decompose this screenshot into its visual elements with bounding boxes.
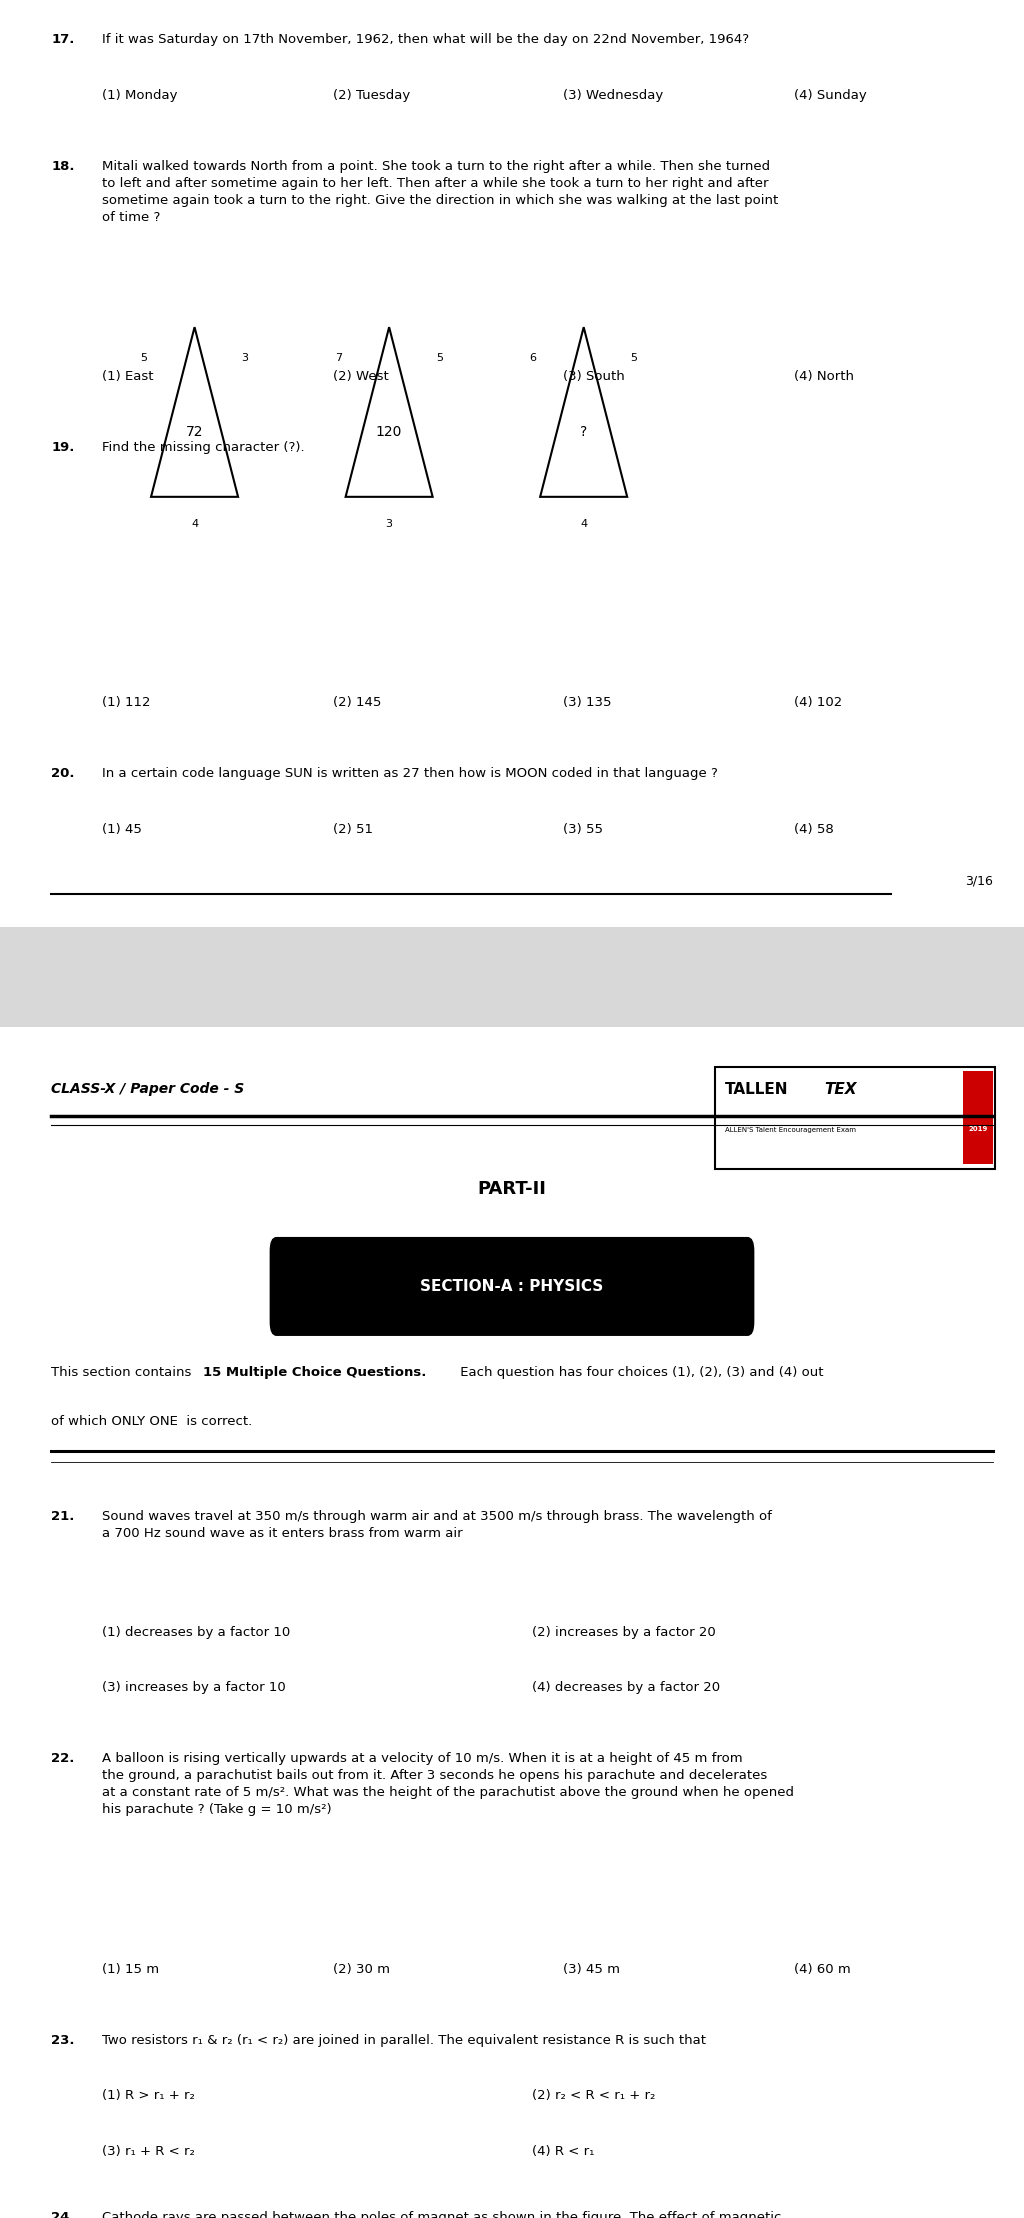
Text: (2) 145: (2) 145	[333, 696, 381, 710]
Bar	[963, 1071, 993, 1164]
Text: 4: 4	[581, 519, 587, 530]
FancyBboxPatch shape	[715, 1067, 995, 1169]
Text: (4) 60 m: (4) 60 m	[794, 1963, 850, 1976]
Text: ALLEN'S Talent Encouragement Exam: ALLEN'S Talent Encouragement Exam	[725, 1127, 856, 1133]
Text: (2) 51: (2) 51	[333, 823, 373, 836]
Text: (4) North: (4) North	[794, 370, 854, 384]
Text: (2) Tuesday: (2) Tuesday	[333, 89, 410, 102]
Text: (1) R > r₁ + r₂: (1) R > r₁ + r₂	[102, 2089, 196, 2103]
Text: 3: 3	[386, 519, 392, 530]
Text: 23.: 23.	[51, 2034, 75, 2047]
Text: (1) East: (1) East	[102, 370, 154, 384]
FancyBboxPatch shape	[270, 1238, 754, 1335]
Text: Cathode rays are passed between the poles of magnet as shown in the figure. The : Cathode rays are passed between the pole…	[102, 2211, 781, 2218]
Text: 22.: 22.	[51, 1752, 75, 1766]
Text: 5: 5	[436, 353, 443, 364]
Text: This section contains: This section contains	[51, 1366, 196, 1380]
Bar	[0, 927, 1024, 1027]
Text: 24.: 24.	[51, 2211, 75, 2218]
Text: (1) 112: (1) 112	[102, 696, 151, 710]
Text: 2019: 2019	[969, 1127, 987, 1131]
Text: SECTION-A : PHYSICS: SECTION-A : PHYSICS	[421, 1280, 603, 1293]
Text: (2) 30 m: (2) 30 m	[333, 1963, 390, 1976]
Text: (4) 58: (4) 58	[794, 823, 834, 836]
Text: (1) 45: (1) 45	[102, 823, 142, 836]
Text: 6: 6	[529, 353, 537, 364]
Text: Two resistors r₁ & r₂ (r₁ < r₂) are joined in parallel. The equivalent resistanc: Two resistors r₁ & r₂ (r₁ < r₂) are join…	[102, 2034, 707, 2047]
Text: CLASS-X / Paper Code - S: CLASS-X / Paper Code - S	[51, 1082, 245, 1096]
Text: (3) Wednesday: (3) Wednesday	[563, 89, 664, 102]
Text: 19.: 19.	[51, 441, 75, 455]
Text: In a certain code language SUN is written as 27 then how is MOON coded in that l: In a certain code language SUN is writte…	[102, 767, 718, 781]
Text: 120: 120	[376, 426, 402, 439]
Text: (1) decreases by a factor 10: (1) decreases by a factor 10	[102, 1626, 291, 1639]
Text: A balloon is rising vertically upwards at a velocity of 10 m/s. When it is at a : A balloon is rising vertically upwards a…	[102, 1752, 795, 1817]
Text: 5: 5	[140, 353, 147, 364]
Text: (3) 135: (3) 135	[563, 696, 611, 710]
Text: (2) West: (2) West	[333, 370, 388, 384]
Text: PART-II: PART-II	[477, 1180, 547, 1198]
Text: of which ONLY ONE  is correct.: of which ONLY ONE is correct.	[51, 1415, 253, 1428]
Text: TALLEN: TALLEN	[725, 1082, 788, 1098]
Text: (1) Monday: (1) Monday	[102, 89, 178, 102]
Text: 20.: 20.	[51, 767, 75, 781]
Text: 3/16: 3/16	[966, 874, 993, 887]
Text: (4) 102: (4) 102	[794, 696, 842, 710]
Text: Find the missing character (?).: Find the missing character (?).	[102, 441, 305, 455]
Text: 4: 4	[191, 519, 198, 530]
Text: (4) decreases by a factor 20: (4) decreases by a factor 20	[532, 1681, 721, 1695]
Text: (2) increases by a factor 20: (2) increases by a factor 20	[532, 1626, 716, 1639]
Text: (4) Sunday: (4) Sunday	[794, 89, 866, 102]
Text: 3: 3	[242, 353, 249, 364]
Text: 17.: 17.	[51, 33, 75, 47]
Text: 7: 7	[335, 353, 342, 364]
Text: (1) 15 m: (1) 15 m	[102, 1963, 160, 1976]
Text: Each question has four choices (1), (2), (3) and (4) out: Each question has four choices (1), (2),…	[456, 1366, 823, 1380]
Text: TEX: TEX	[824, 1082, 857, 1098]
Text: (3) r₁ + R < r₂: (3) r₁ + R < r₂	[102, 2145, 196, 2158]
Text: Sound waves travel at 350 m/s through warm air and at 3500 m/s through brass. Th: Sound waves travel at 350 m/s through wa…	[102, 1510, 772, 1542]
Text: Mitali walked towards North from a point. She took a turn to the right after a w: Mitali walked towards North from a point…	[102, 160, 778, 224]
Text: If it was Saturday on 17th November, 1962, then what will be the day on 22nd Nov: If it was Saturday on 17th November, 196…	[102, 33, 750, 47]
Text: (3) 55: (3) 55	[563, 823, 603, 836]
Text: 15 Multiple Choice Questions.: 15 Multiple Choice Questions.	[203, 1366, 426, 1380]
Text: ?: ?	[580, 426, 588, 439]
Text: (3) 45 m: (3) 45 m	[563, 1963, 621, 1976]
Text: (3) increases by a factor 10: (3) increases by a factor 10	[102, 1681, 286, 1695]
Text: 72: 72	[185, 426, 204, 439]
Text: (3) South: (3) South	[563, 370, 625, 384]
Text: 18.: 18.	[51, 160, 75, 173]
Text: 5: 5	[631, 353, 638, 364]
Text: (4) R < r₁: (4) R < r₁	[532, 2145, 595, 2158]
Text: (2) r₂ < R < r₁ + r₂: (2) r₂ < R < r₁ + r₂	[532, 2089, 655, 2103]
Text: 21.: 21.	[51, 1510, 75, 1524]
